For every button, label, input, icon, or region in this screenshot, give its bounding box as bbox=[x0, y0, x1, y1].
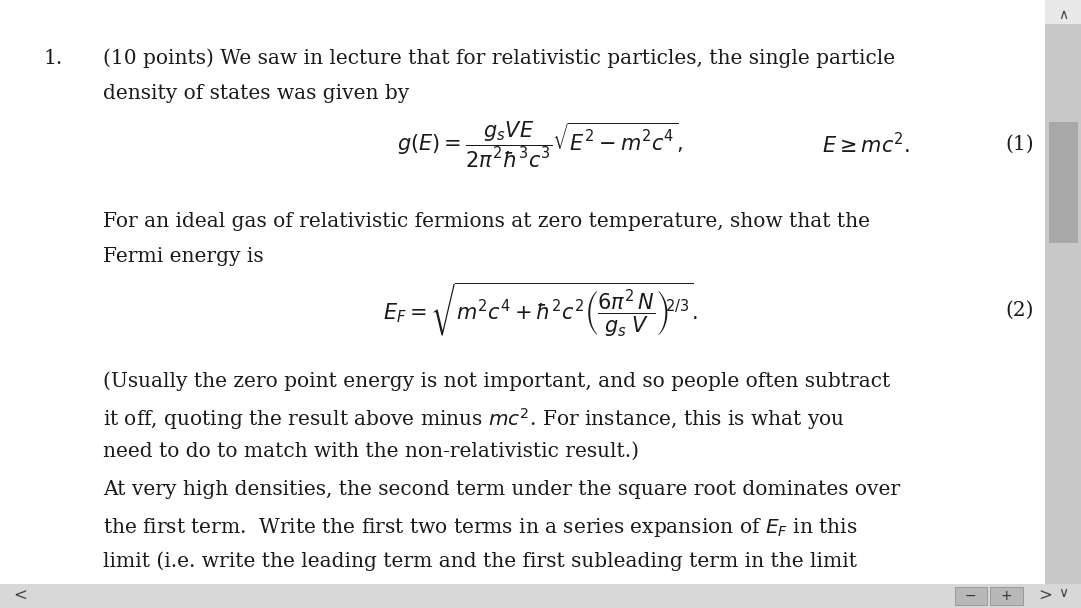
Bar bbox=[955, 587, 987, 605]
Text: (10 points) We saw in lecture that for relativistic particles, the single partic: (10 points) We saw in lecture that for r… bbox=[103, 49, 895, 68]
Bar bbox=[0, 584, 1081, 608]
Text: +: + bbox=[1001, 589, 1012, 603]
Text: −: − bbox=[965, 589, 976, 603]
Text: it off, quoting the result above minus $mc^2$. For instance, this is what you: it off, quoting the result above minus $… bbox=[103, 406, 844, 432]
Text: (Usually the zero point energy is not important, and so people often subtract: (Usually the zero point energy is not im… bbox=[103, 371, 890, 390]
Text: of large $N/V$): of large $N/V$) bbox=[103, 586, 231, 608]
Text: $E_F = \sqrt{m^2c^4 + \hbar^2 c^2 \left(\dfrac{6\pi^2\, N}{g_s\; V}\right)^{\!\!: $E_F = \sqrt{m^2c^4 + \hbar^2 c^2 \left(… bbox=[383, 281, 698, 339]
Text: $g(E) = \dfrac{g_s V E}{2\pi^2 \hbar^3 c^3}\sqrt{E^2 - m^2c^4},$: $g(E) = \dfrac{g_s V E}{2\pi^2 \hbar^3 c… bbox=[398, 120, 683, 170]
Text: 1.: 1. bbox=[43, 49, 63, 67]
Bar bbox=[990, 587, 1023, 605]
Text: (1): (1) bbox=[1005, 135, 1033, 154]
Text: ∨: ∨ bbox=[1058, 586, 1068, 600]
Text: limit (i.e. write the leading term and the first subleading term in the limit: limit (i.e. write the leading term and t… bbox=[103, 551, 857, 570]
Text: density of states was given by: density of states was given by bbox=[103, 84, 409, 103]
Text: At very high densities, the second term under the square root dominates over: At very high densities, the second term … bbox=[103, 480, 899, 499]
Bar bbox=[1045, 24, 1081, 584]
Text: Fermi energy is: Fermi energy is bbox=[103, 247, 264, 266]
Text: $E \geq mc^2.$: $E \geq mc^2.$ bbox=[822, 132, 909, 157]
Text: (2): (2) bbox=[1005, 300, 1033, 320]
Text: >: > bbox=[1038, 587, 1052, 604]
Bar bbox=[1049, 122, 1078, 243]
Text: the first term.  Write the first two terms in a series expansion of $E_F$ in thi: the first term. Write the first two term… bbox=[103, 516, 857, 539]
Text: For an ideal gas of relativistic fermions at zero temperature, show that the: For an ideal gas of relativistic fermion… bbox=[103, 212, 870, 230]
Text: need to do to match with the non-relativistic result.): need to do to match with the non-relativ… bbox=[103, 441, 639, 460]
Text: <: < bbox=[13, 587, 27, 604]
Text: ∧: ∧ bbox=[1058, 8, 1068, 22]
